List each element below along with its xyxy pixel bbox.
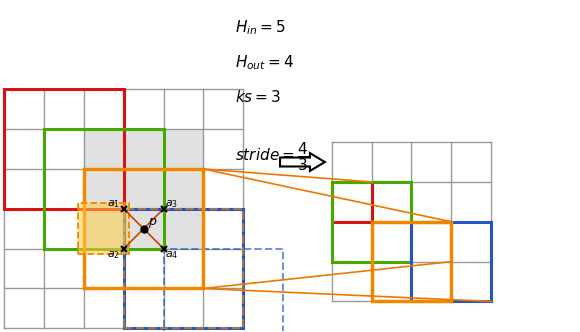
Bar <box>44 129 164 249</box>
Bar <box>124 209 243 328</box>
Bar <box>78 203 129 254</box>
Text: $ks = 3$: $ks = 3$ <box>235 89 281 105</box>
FancyArrow shape <box>280 153 325 171</box>
Text: $stride = \dfrac{4}{3}$: $stride = \dfrac{4}{3}$ <box>235 141 309 173</box>
Bar <box>372 222 451 301</box>
Bar <box>411 222 491 301</box>
Text: $a_1$: $a_1$ <box>107 198 119 209</box>
Bar <box>84 169 204 289</box>
Bar <box>4 89 124 209</box>
Bar <box>84 169 204 289</box>
Text: $a_3$: $a_3$ <box>165 198 177 209</box>
Text: $p$: $p$ <box>147 216 157 230</box>
Text: $a_2$: $a_2$ <box>107 250 119 261</box>
Bar <box>84 129 204 249</box>
Text: $H_{out} = 4$: $H_{out} = 4$ <box>235 53 294 72</box>
Bar <box>78 203 129 254</box>
Bar <box>332 182 372 222</box>
Bar <box>44 129 164 249</box>
Bar <box>332 182 411 262</box>
Bar <box>124 209 243 328</box>
Text: $H_{in} = 5$: $H_{in} = 5$ <box>235 18 286 37</box>
Text: $a_4$: $a_4$ <box>165 250 178 261</box>
Bar <box>164 249 283 332</box>
